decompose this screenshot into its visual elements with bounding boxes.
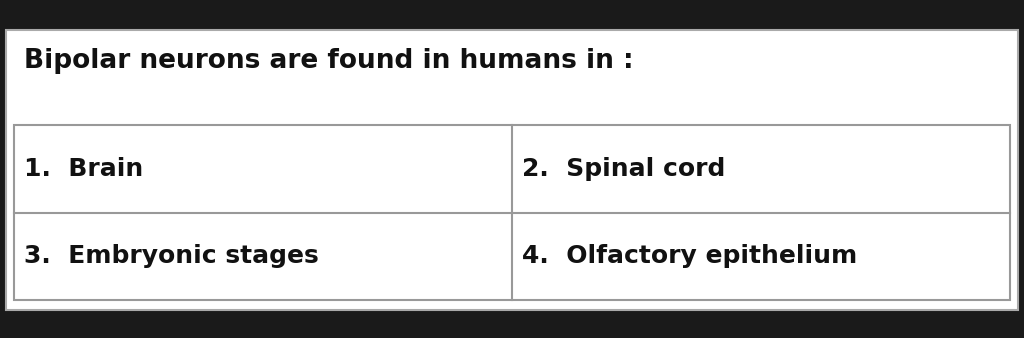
Bar [6,30,1018,310]
Text: 2.  Spinal cord: 2. Spinal cord [522,157,725,181]
Text: Bipolar neurons are found in humans in :: Bipolar neurons are found in humans in : [24,48,634,74]
Text: 1.  Brain: 1. Brain [24,157,143,181]
Bar [14,125,1010,300]
Text: 4.  Olfactory epithelium: 4. Olfactory epithelium [522,244,857,268]
Text: 3.  Embryonic stages: 3. Embryonic stages [24,244,318,268]
